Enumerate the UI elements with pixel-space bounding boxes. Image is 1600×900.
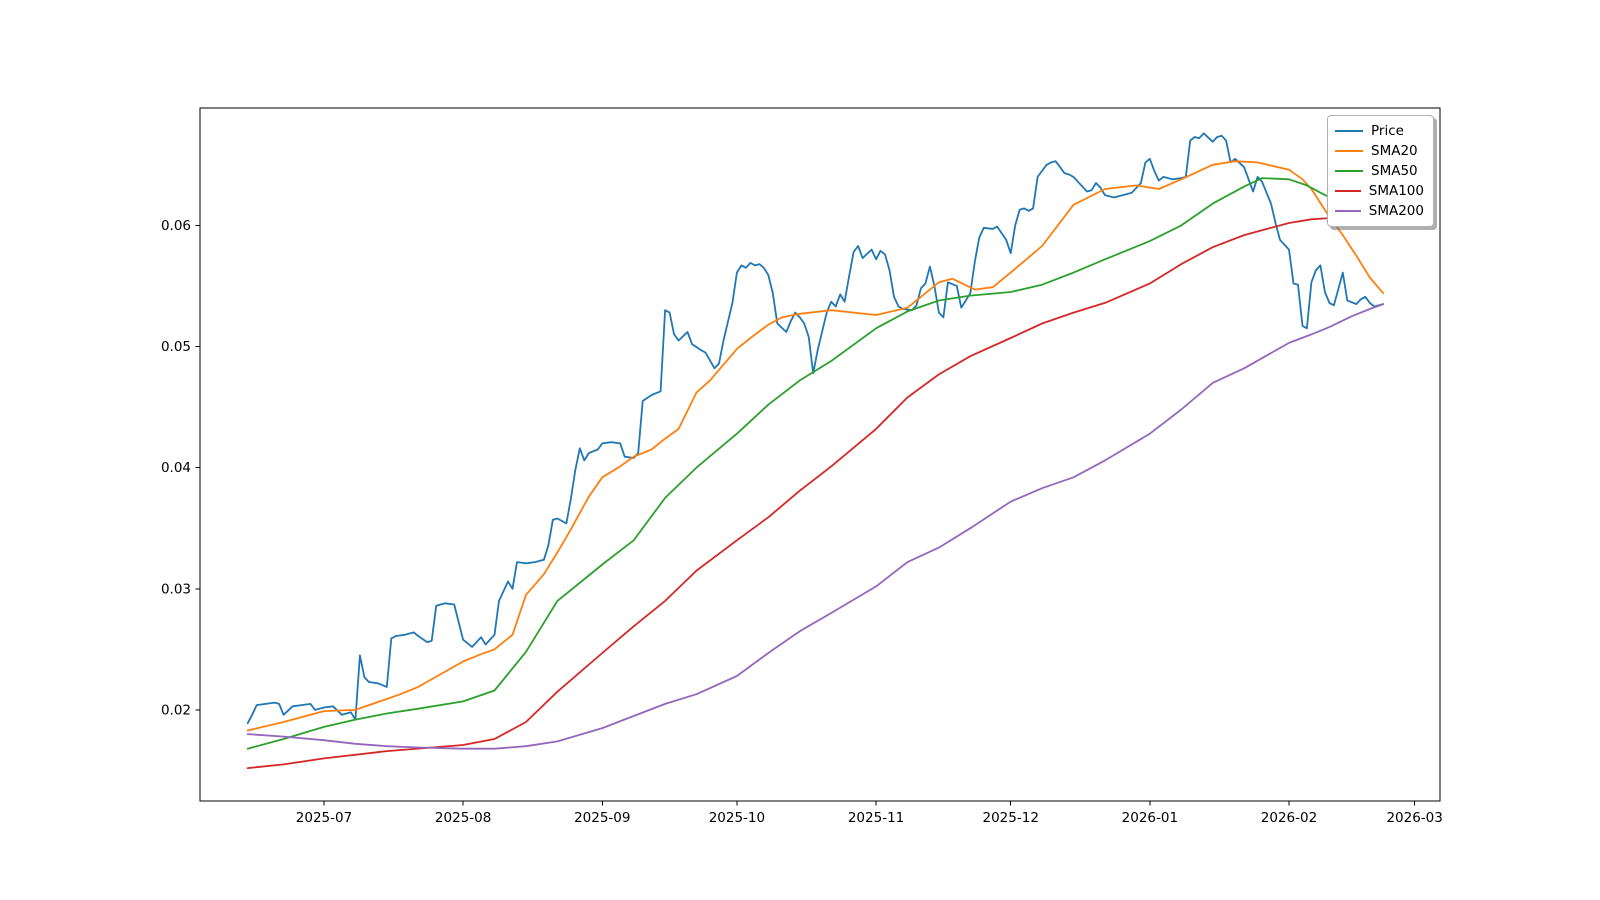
line-price	[246, 132, 1385, 725]
legend-line-sample-icon	[1335, 130, 1363, 132]
line-sma20	[246, 160, 1385, 732]
legend-item-sma50: SMA50	[1335, 161, 1424, 181]
x-tick-label: 2026-03	[1386, 810, 1442, 826]
x-tick-label: 2026-01	[1122, 810, 1178, 826]
y-tick-label: 0.02	[161, 702, 191, 718]
legend-label: SMA200	[1368, 203, 1424, 219]
line-sma50	[246, 177, 1385, 750]
y-tick-label: 0.06	[161, 218, 191, 234]
legend: Price SMA20 SMA50 SMA100 SMA200	[1327, 115, 1434, 227]
line-sma200	[246, 303, 1385, 750]
legend-label: SMA100	[1368, 183, 1424, 199]
legend-label: SMA50	[1371, 163, 1418, 179]
legend-label: SMA20	[1371, 143, 1418, 159]
legend-item-sma200: SMA200	[1335, 201, 1424, 221]
y-tick-label: 0.04	[161, 460, 191, 476]
x-tick-label: 2025-12	[983, 810, 1039, 826]
legend-line-sample-icon	[1335, 210, 1361, 212]
legend-item-sma20: SMA20	[1335, 141, 1424, 161]
x-tick-label: 2025-08	[435, 810, 491, 826]
legend-label: Price	[1371, 123, 1404, 139]
line-series-group	[246, 132, 1385, 769]
x-tick-label: 2025-09	[574, 810, 630, 826]
axis-ticks-group: 2025-07 2025-08 2025-09 2025-10 2025-11 2025-…	[161, 218, 1443, 826]
legend-item-price: Price	[1335, 121, 1424, 141]
line-sma100	[246, 217, 1385, 769]
y-tick-label: 0.03	[161, 581, 191, 597]
legend-line-sample-icon	[1335, 190, 1361, 192]
legend-line-sample-icon	[1335, 150, 1363, 152]
x-tick-label: 2025-11	[848, 810, 904, 826]
x-tick-label: 2026-02	[1261, 810, 1317, 826]
x-tick-label: 2025-10	[709, 810, 765, 826]
legend-item-sma100: SMA100	[1335, 181, 1424, 201]
legend-line-sample-icon	[1335, 170, 1363, 172]
y-tick-label: 0.05	[161, 339, 191, 355]
x-tick-label: 2025-07	[296, 810, 352, 826]
plot-area	[199, 107, 1441, 802]
